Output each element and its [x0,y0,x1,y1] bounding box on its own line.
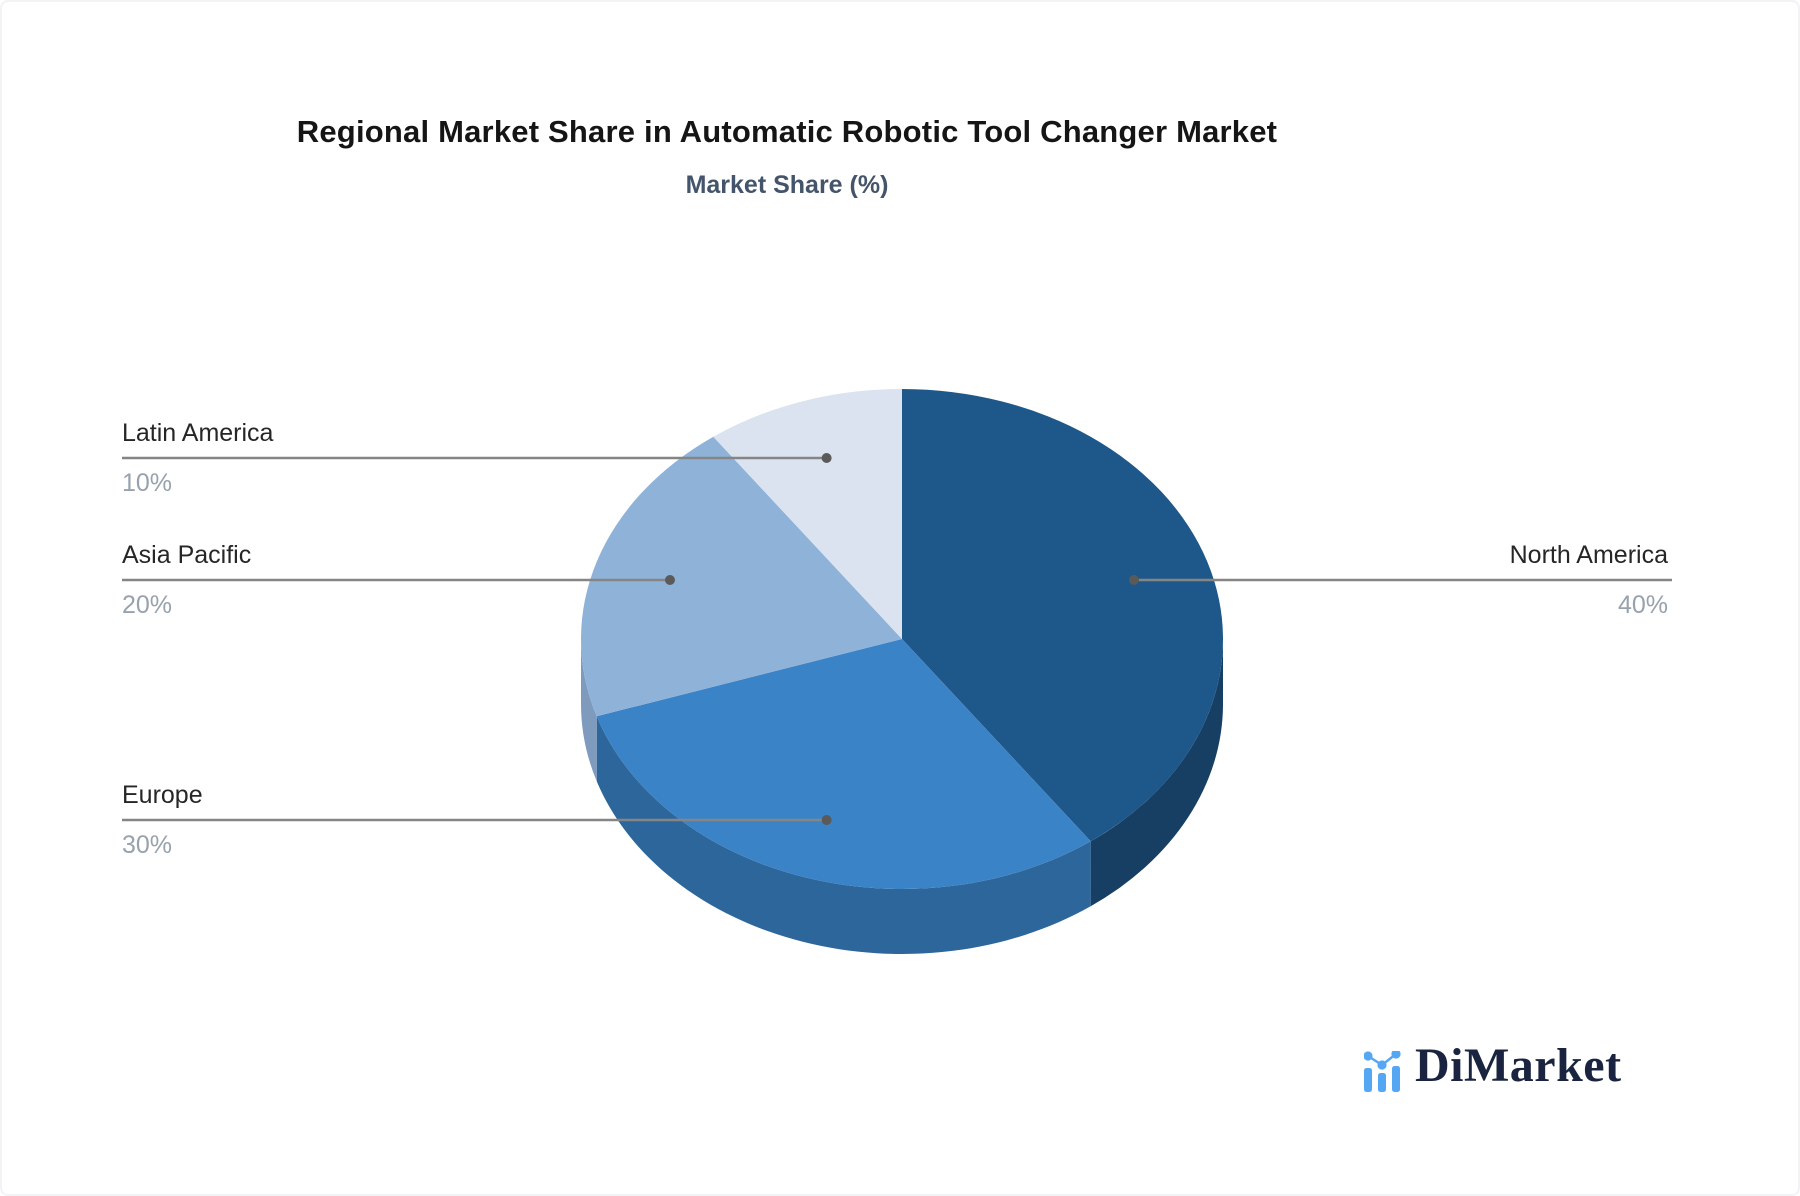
title-block: Regional Market Share in Automatic Robot… [2,114,1572,200]
brand-name: DiMarket [1415,1039,1622,1092]
slice-label-europe: Europe [122,781,203,809]
slice-north-america[interactable] [902,389,1224,842]
leader-dot-north-america [1129,575,1140,585]
slice-side-europe [596,716,1091,955]
slice-value-latin-america: 10% [122,469,173,497]
slice-label-latin-america: Latin America [122,419,274,447]
slice-side-asia-pacific [581,639,597,782]
leader-dot-asia-pacific [664,575,675,585]
bar-chart-logo-icon [1364,1051,1401,1092]
brand-logo[interactable]: DiMarket [1364,1040,1622,1092]
leader-dot-europe [821,815,832,825]
slice-label-asia-pacific: Asia Pacific [122,541,252,569]
slice-value-europe: 30% [122,831,173,859]
slice-latin-america[interactable] [713,389,902,639]
chart-subtitle: Market Share (%) [685,171,889,199]
slice-label-north-america: North America [1509,541,1668,569]
leader-dot-latin-america [821,453,832,463]
chart-title: Regional Market Share in Automatic Robot… [296,114,1278,149]
slice-value-north-america: 40% [1617,591,1668,619]
slice-asia-pacific[interactable] [580,436,902,717]
slice-side-north-america [1090,639,1223,907]
slice-europe[interactable] [596,639,1091,890]
slice-value-asia-pacific: 20% [122,591,173,619]
